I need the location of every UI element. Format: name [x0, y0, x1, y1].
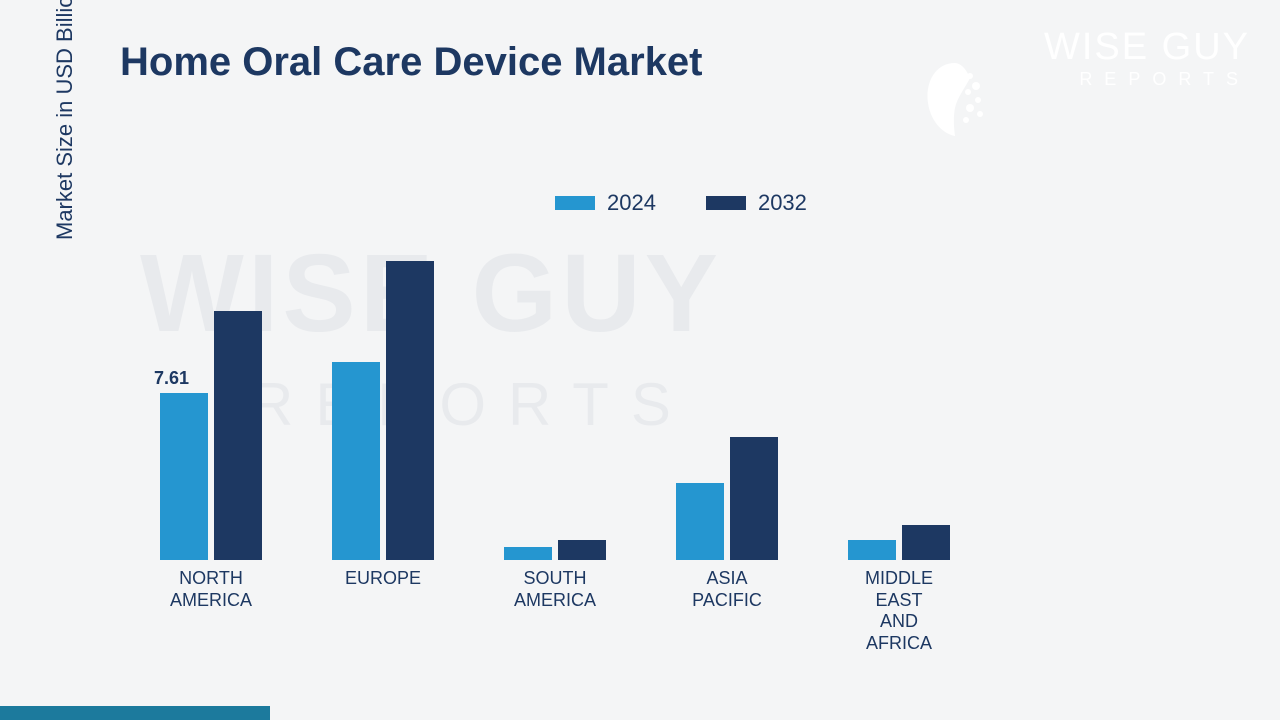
- infographic-stage: WISE GUY REPORTS Home Oral Care Device M…: [0, 0, 1280, 720]
- bar: [730, 437, 778, 560]
- bar: [332, 362, 380, 560]
- x-axis-label: NORTHAMERICA: [130, 568, 292, 611]
- x-axis-label: SOUTHAMERICA: [474, 568, 636, 611]
- bar: [214, 311, 262, 560]
- bar: [386, 261, 434, 560]
- bar: [504, 547, 552, 560]
- bar: [848, 540, 896, 560]
- legend-item-2032: 2032: [706, 190, 807, 216]
- logo-line1: WISE GUY: [1044, 28, 1250, 66]
- bar: [558, 540, 606, 560]
- bar: [676, 483, 724, 560]
- x-axis-label: ASIAPACIFIC: [646, 568, 808, 611]
- y-axis-label: Market Size in USD Billion: [52, 0, 78, 240]
- legend-label-2032: 2032: [758, 190, 807, 216]
- legend-swatch-2024: [555, 196, 595, 210]
- brand-logo: WISE GUY REPORTS: [1044, 28, 1250, 88]
- bottom-accent-bar: [0, 706, 270, 720]
- bar: [902, 525, 950, 560]
- bar-chart: 7.61 NORTHAMERICA EUROPE SOUTHAMERICAASIAP…: [110, 230, 990, 610]
- plot-area: 7.61: [140, 230, 990, 560]
- data-label: 7.61: [154, 368, 189, 389]
- legend-swatch-2032: [706, 196, 746, 210]
- x-axis-label: MIDDLEEASTANDAFRICA: [818, 568, 980, 654]
- legend-item-2024: 2024: [555, 190, 656, 216]
- head-icon: [920, 58, 990, 138]
- logo-line2: REPORTS: [1044, 70, 1250, 88]
- chart-title: Home Oral Care Device Market: [120, 40, 703, 85]
- x-axis-label: EUROPE: [302, 568, 464, 590]
- legend-label-2024: 2024: [607, 190, 656, 216]
- bar: [160, 393, 208, 560]
- legend: 2024 2032: [555, 190, 807, 216]
